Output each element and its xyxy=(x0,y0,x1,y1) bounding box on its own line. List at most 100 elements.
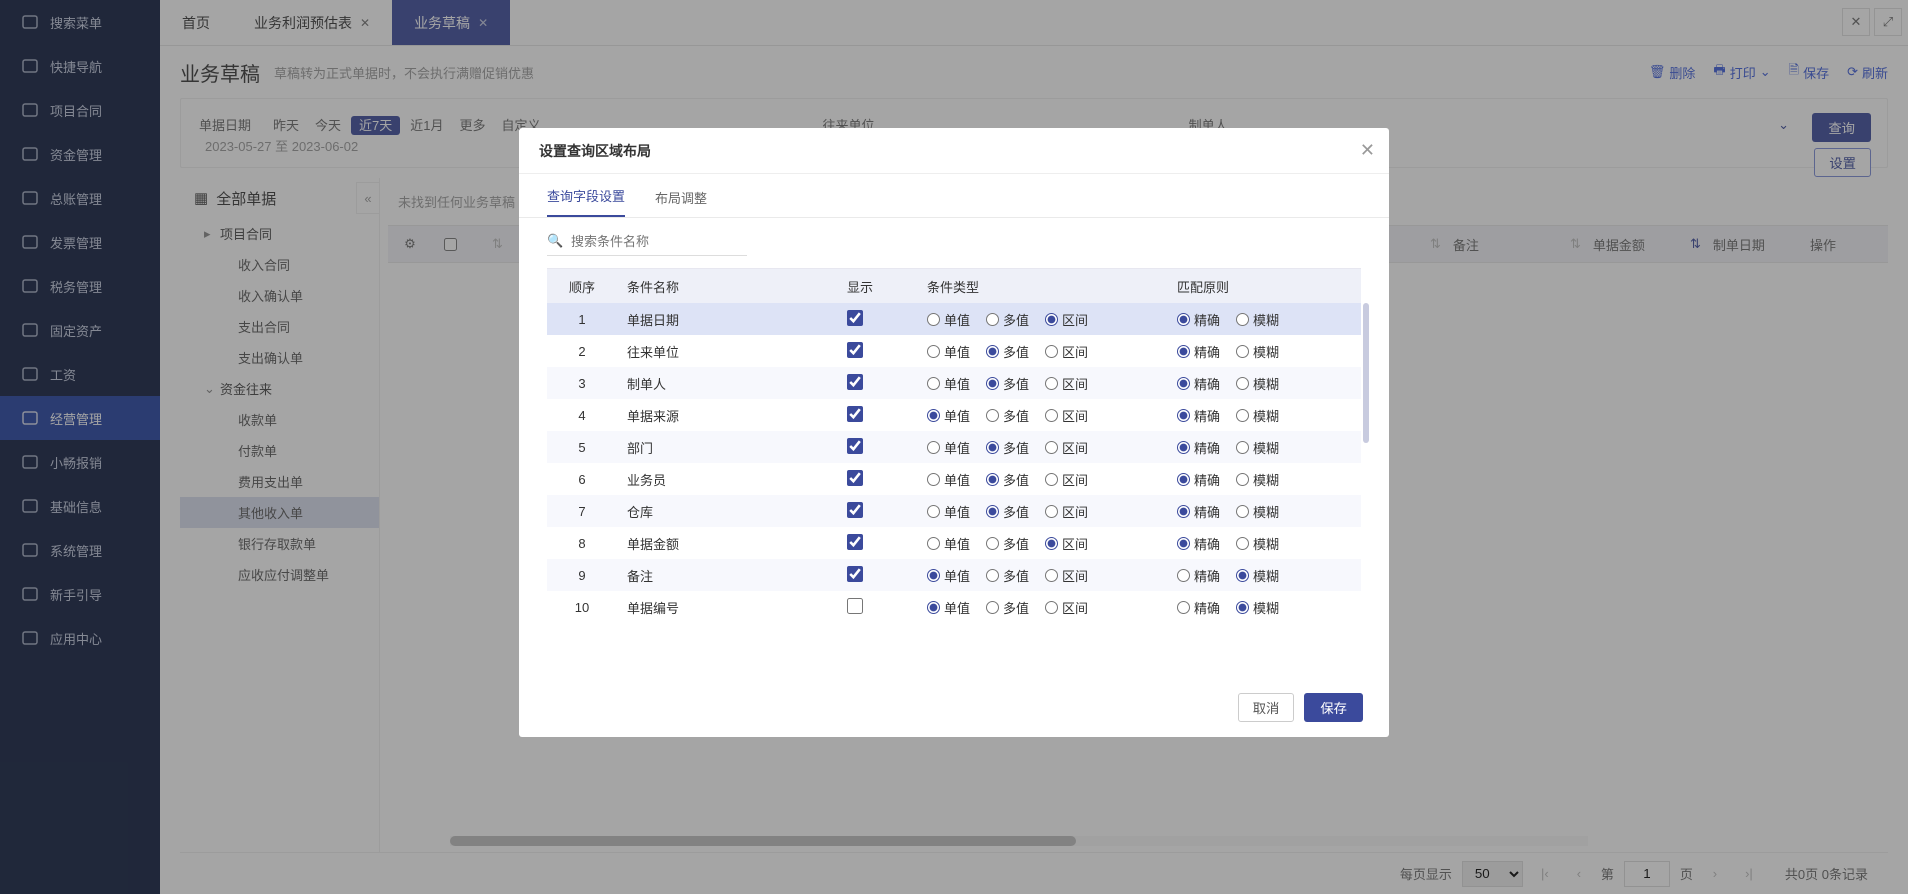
match-option-模糊[interactable]: 模糊 xyxy=(1236,406,1279,425)
row-seq: 8 xyxy=(547,536,617,551)
row-show-checkbox[interactable] xyxy=(847,406,863,422)
type-option-区间[interactable]: 区间 xyxy=(1045,310,1088,329)
modal-row-2: 2往来单位 单值 多值 区间 精确 模糊 xyxy=(547,335,1361,367)
row-seq: 4 xyxy=(547,408,617,423)
type-option-单值[interactable]: 单值 xyxy=(927,438,970,457)
row-show-checkbox[interactable] xyxy=(847,534,863,550)
row-name: 单据日期 xyxy=(617,310,837,329)
modal-row-7: 7仓库 单值 多值 区间 精确 模糊 xyxy=(547,495,1361,527)
th-seq: 顺序 xyxy=(547,277,617,296)
modal-cancel-button[interactable]: 取消 xyxy=(1238,693,1295,722)
type-option-单值[interactable]: 单值 xyxy=(927,598,970,617)
modal-title: 设置查询区域布局 xyxy=(539,141,651,161)
th-name: 条件名称 xyxy=(617,277,837,296)
match-option-精确[interactable]: 精确 xyxy=(1177,502,1220,521)
match-option-模糊[interactable]: 模糊 xyxy=(1236,502,1279,521)
row-show-checkbox[interactable] xyxy=(847,566,863,582)
row-seq: 7 xyxy=(547,504,617,519)
row-show-checkbox[interactable] xyxy=(847,310,863,326)
modal-row-8: 8单据金额 单值 多值 区间 精确 模糊 xyxy=(547,527,1361,559)
type-option-区间[interactable]: 区间 xyxy=(1045,502,1088,521)
modal-row-1: 1单据日期 单值 多值 区间 精确 模糊 xyxy=(547,303,1361,335)
match-option-模糊[interactable]: 模糊 xyxy=(1236,534,1279,553)
row-name: 往来单位 xyxy=(617,342,837,361)
type-option-单值[interactable]: 单值 xyxy=(927,310,970,329)
type-option-区间[interactable]: 区间 xyxy=(1045,406,1088,425)
type-option-多值[interactable]: 多值 xyxy=(986,566,1029,585)
type-option-多值[interactable]: 多值 xyxy=(986,342,1029,361)
type-option-单值[interactable]: 单值 xyxy=(927,566,970,585)
row-show-checkbox[interactable] xyxy=(847,470,863,486)
type-option-区间[interactable]: 区间 xyxy=(1045,598,1088,617)
th-show: 显示 xyxy=(837,277,917,296)
match-option-模糊[interactable]: 模糊 xyxy=(1236,310,1279,329)
type-option-区间[interactable]: 区间 xyxy=(1045,566,1088,585)
modal: 设置查询区域布局 ✕ 查询字段设置布局调整 🔍 顺序 条件名称 显示 条件类型 … xyxy=(519,128,1389,737)
type-option-多值[interactable]: 多值 xyxy=(986,502,1029,521)
row-name: 仓库 xyxy=(617,502,837,521)
type-option-单值[interactable]: 单值 xyxy=(927,406,970,425)
type-option-多值[interactable]: 多值 xyxy=(986,598,1029,617)
match-option-精确[interactable]: 精确 xyxy=(1177,470,1220,489)
modal-row-3: 3制单人 单值 多值 区间 精确 模糊 xyxy=(547,367,1361,399)
modal-tab-查询字段设置[interactable]: 查询字段设置 xyxy=(547,186,625,217)
match-option-模糊[interactable]: 模糊 xyxy=(1236,566,1279,585)
type-option-多值[interactable]: 多值 xyxy=(986,438,1029,457)
row-name: 业务员 xyxy=(617,470,837,489)
type-option-单值[interactable]: 单值 xyxy=(927,374,970,393)
match-option-精确[interactable]: 精确 xyxy=(1177,566,1220,585)
row-name: 单据金额 xyxy=(617,534,837,553)
modal-row-9: 9备注 单值 多值 区间 精确 模糊 xyxy=(547,559,1361,591)
match-option-精确[interactable]: 精确 xyxy=(1177,310,1220,329)
modal-save-button[interactable]: 保存 xyxy=(1304,693,1363,722)
type-option-多值[interactable]: 多值 xyxy=(986,470,1029,489)
modal-close-button[interactable]: ✕ xyxy=(1360,140,1375,161)
row-seq: 3 xyxy=(547,376,617,391)
modal-tab-布局调整[interactable]: 布局调整 xyxy=(655,188,707,217)
type-option-区间[interactable]: 区间 xyxy=(1045,342,1088,361)
row-seq: 5 xyxy=(547,440,617,455)
row-seq: 1 xyxy=(547,312,617,327)
row-show-checkbox[interactable] xyxy=(847,438,863,454)
row-show-checkbox[interactable] xyxy=(847,342,863,358)
row-seq: 9 xyxy=(547,568,617,583)
match-option-模糊[interactable]: 模糊 xyxy=(1236,470,1279,489)
type-option-单值[interactable]: 单值 xyxy=(927,534,970,553)
modal-v-scrollbar[interactable] xyxy=(1363,303,1369,443)
match-option-精确[interactable]: 精确 xyxy=(1177,438,1220,457)
type-option-多值[interactable]: 多值 xyxy=(986,310,1029,329)
type-option-单值[interactable]: 单值 xyxy=(927,342,970,361)
modal-search-input[interactable] xyxy=(547,228,747,256)
type-option-单值[interactable]: 单值 xyxy=(927,502,970,521)
type-option-单值[interactable]: 单值 xyxy=(927,470,970,489)
type-option-多值[interactable]: 多值 xyxy=(986,534,1029,553)
modal-row-6: 6业务员 单值 多值 区间 精确 模糊 xyxy=(547,463,1361,495)
modal-overlay: 设置查询区域布局 ✕ 查询字段设置布局调整 🔍 顺序 条件名称 显示 条件类型 … xyxy=(0,0,1908,894)
match-option-模糊[interactable]: 模糊 xyxy=(1236,342,1279,361)
match-option-精确[interactable]: 精确 xyxy=(1177,374,1220,393)
match-option-精确[interactable]: 精确 xyxy=(1177,534,1220,553)
row-name: 制单人 xyxy=(617,374,837,393)
match-option-精确[interactable]: 精确 xyxy=(1177,342,1220,361)
row-show-checkbox[interactable] xyxy=(847,374,863,390)
type-option-区间[interactable]: 区间 xyxy=(1045,438,1088,457)
row-show-checkbox[interactable] xyxy=(847,598,863,614)
th-match: 匹配原则 xyxy=(1167,277,1361,296)
type-option-区间[interactable]: 区间 xyxy=(1045,534,1088,553)
match-option-模糊[interactable]: 模糊 xyxy=(1236,598,1279,617)
type-option-区间[interactable]: 区间 xyxy=(1045,470,1088,489)
match-option-模糊[interactable]: 模糊 xyxy=(1236,438,1279,457)
row-name: 部门 xyxy=(617,438,837,457)
row-name: 备注 xyxy=(617,566,837,585)
match-option-模糊[interactable]: 模糊 xyxy=(1236,374,1279,393)
match-option-精确[interactable]: 精确 xyxy=(1177,598,1220,617)
row-show-checkbox[interactable] xyxy=(847,502,863,518)
th-type: 条件类型 xyxy=(917,277,1167,296)
type-option-区间[interactable]: 区间 xyxy=(1045,374,1088,393)
match-option-精确[interactable]: 精确 xyxy=(1177,406,1220,425)
type-option-多值[interactable]: 多值 xyxy=(986,374,1029,393)
row-seq: 2 xyxy=(547,344,617,359)
modal-row-5: 5部门 单值 多值 区间 精确 模糊 xyxy=(547,431,1361,463)
row-name: 单据来源 xyxy=(617,406,837,425)
type-option-多值[interactable]: 多值 xyxy=(986,406,1029,425)
